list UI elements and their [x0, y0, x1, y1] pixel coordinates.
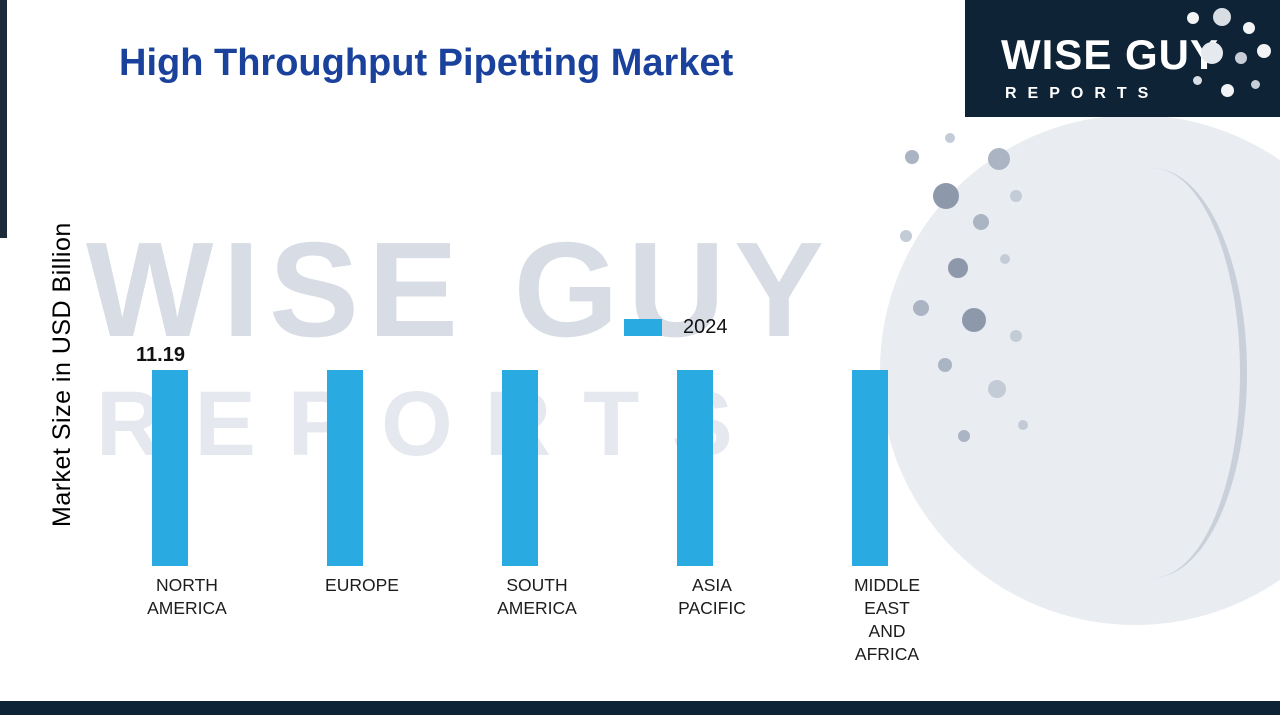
watermark-dot: [958, 430, 970, 442]
watermark-subtext: REPORTS: [96, 373, 765, 475]
watermark-dot: [945, 133, 955, 143]
watermark-dot: [913, 300, 929, 316]
legend: 2024: [624, 316, 728, 339]
logo-dot: [1243, 22, 1255, 34]
bar-south-america: [502, 370, 538, 566]
bar-middle-east-and-africa: [852, 370, 888, 566]
watermark-dot: [900, 230, 912, 242]
watermark-dot: [933, 183, 959, 209]
logo-dot: [1221, 84, 1234, 97]
footer-bar: [0, 701, 1280, 715]
page-title: High Throughput Pipetting Market: [119, 42, 734, 84]
watermark-dot: [938, 358, 952, 372]
brand-logo: WISE GUY REPORTS: [965, 0, 1280, 117]
logo-dot: [1187, 12, 1199, 24]
watermark-dot: [1000, 254, 1010, 264]
bar-north-america: [152, 370, 188, 566]
watermark-dot: [988, 148, 1010, 170]
watermark-dot: [948, 258, 968, 278]
watermark-dot: [962, 308, 986, 332]
category-label-south-america: SOUTH AMERICA: [497, 575, 577, 619]
logo-dot: [1251, 80, 1260, 89]
watermark-dot: [905, 150, 919, 164]
category-label-asia-pacific: ASIA PACIFIC: [678, 575, 746, 619]
face-profile-curve: [1058, 168, 1247, 578]
logo-dot: [1213, 8, 1231, 26]
bar-asia-pacific: [677, 370, 713, 566]
category-label-europe: EUROPE: [325, 575, 399, 595]
watermark-dot: [973, 214, 989, 230]
bar-value-label-north-america: 11.19: [136, 344, 185, 366]
legend-swatch-2024: [624, 319, 662, 336]
watermark-dot: [1018, 420, 1028, 430]
logo-dot: [1201, 42, 1223, 64]
legend-label: 2024: [683, 316, 728, 338]
category-label-middle-east-and-africa: MIDDLE EAST AND AFRICA: [853, 575, 921, 665]
watermark-dot: [1010, 190, 1022, 202]
watermark-dot: [988, 380, 1006, 398]
watermark-wordmark: WISE GUY: [86, 214, 834, 365]
watermark-dot: [1010, 330, 1022, 342]
bar-europe: [327, 370, 363, 566]
logo-dot: [1193, 76, 1202, 85]
y-axis-label: Market Size in USD Billion: [48, 222, 76, 528]
logo-subtext: REPORTS: [1005, 85, 1160, 102]
category-label-north-america: NORTH AMERICA: [147, 575, 227, 619]
logo-dot: [1235, 52, 1247, 64]
logo-dot: [1257, 44, 1271, 58]
left-accent-bar: [0, 0, 7, 238]
logo-wordmark: WISE GUY: [1001, 31, 1220, 78]
